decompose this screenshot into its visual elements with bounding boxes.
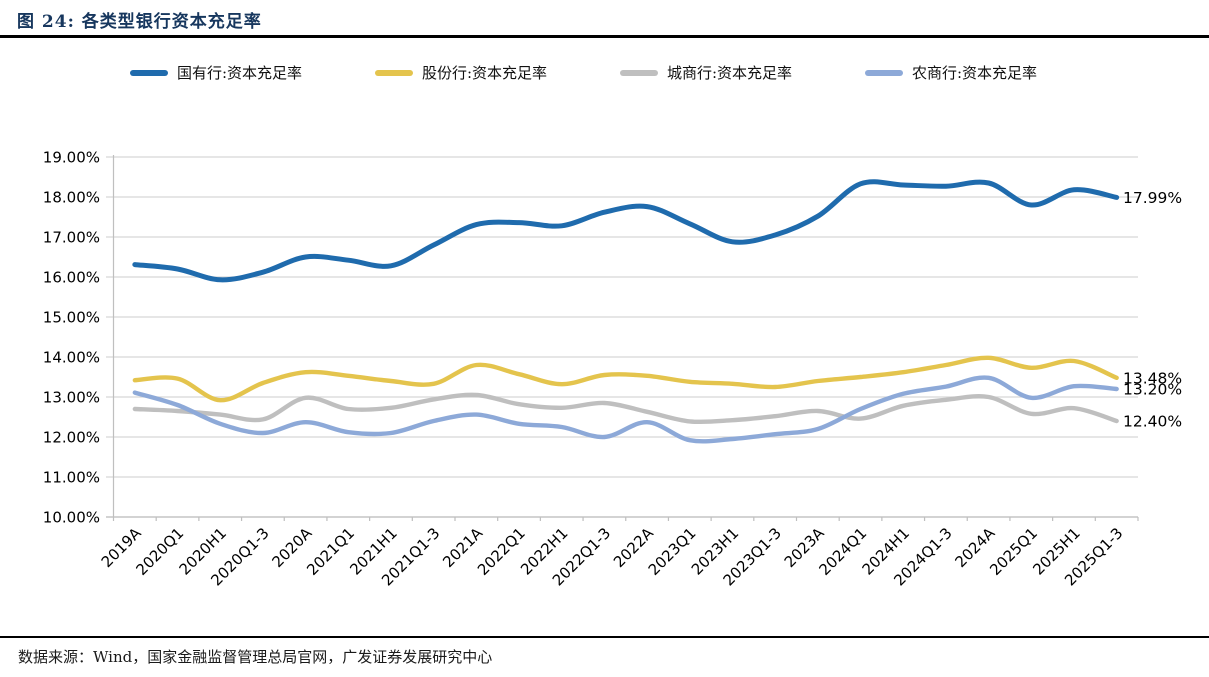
- legend-label: 城商行:资本充足率: [667, 64, 793, 82]
- legend-label: 股份行:资本充足率: [422, 64, 548, 82]
- y-axis-tick-label: 13.00%: [43, 389, 100, 407]
- y-axis-tick-label: 16.00%: [43, 269, 100, 287]
- series-end-label-0: 17.99%: [1123, 189, 1182, 207]
- legend-item-joint-stock-banks: 股份行:资本充足率: [375, 62, 587, 83]
- series-line-1: [132, 355, 1119, 403]
- footer-divider: [0, 636, 1209, 638]
- legend-item-state-owned-banks: 国有行:资本充足率: [130, 62, 342, 83]
- series-end-label-2: 12.40%: [1123, 413, 1182, 431]
- series-end-label-3: 13.20%: [1123, 381, 1182, 399]
- legend-item-rural-commercial-banks: 农商行:资本充足率: [865, 62, 1077, 83]
- series-line-3: [132, 375, 1119, 444]
- legend-line-swatch: [130, 69, 168, 76]
- legend-line-swatch: [375, 69, 413, 76]
- capital-adequacy-chart: 19.00% 18.00% 17.00% 16.00% 15.00% 14.00% 13.0…: [43, 149, 1182, 590]
- title-divider: [0, 35, 1209, 38]
- chart-legend: 国有行:资本充足率 股份行:资本充足率 城商行:资本充足率 农商行:资本充足率: [130, 62, 1130, 83]
- legend-line-swatch: [865, 69, 903, 76]
- y-axis-tick-label: 17.00%: [43, 229, 100, 247]
- series-line-2: [132, 392, 1119, 425]
- y-axis-tick-label: 19.00%: [43, 149, 100, 167]
- y-axis-tick-label: 11.00%: [43, 469, 100, 487]
- legend-item-city-commercial-banks: 城商行:资本充足率: [620, 62, 832, 83]
- chart-svg: 19.00% 18.00% 17.00% 16.00% 15.00% 14.00% 13.0…: [43, 149, 1182, 590]
- y-axis-tick-label: 14.00%: [43, 349, 100, 367]
- series-end-label-1: 13.48%: [1123, 369, 1182, 387]
- y-axis-tick-label: 15.00%: [43, 309, 100, 327]
- y-axis-tick-label: 10.00%: [43, 509, 100, 527]
- legend-label: 国有行:资本充足率: [177, 64, 303, 82]
- legend-label: 农商行:资本充足率: [912, 64, 1038, 82]
- series-line-0: [132, 179, 1120, 283]
- y-axis-tick-label: 18.00%: [43, 189, 100, 207]
- data-source: 数据来源：Wind，国家金融监督管理总局官网，广发证券发展研究中心: [18, 648, 493, 666]
- legend-line-swatch: [620, 69, 658, 76]
- figure-title: 图 24: 各类型银行资本充足率: [17, 12, 262, 32]
- y-axis-tick-label: 12.00%: [43, 429, 100, 447]
